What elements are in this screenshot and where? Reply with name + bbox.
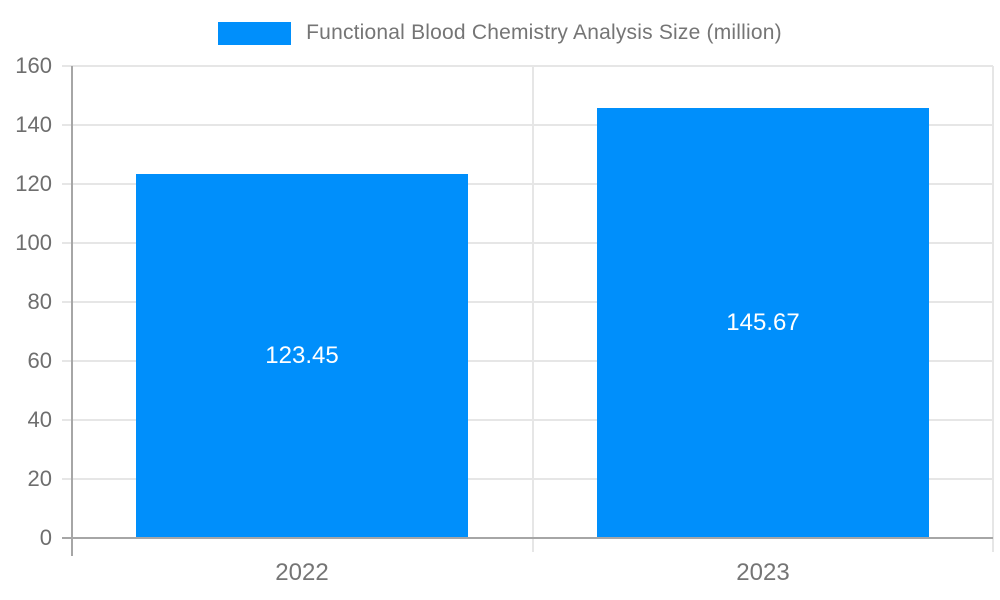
legend-swatch[interactable] xyxy=(218,21,292,45)
bar-2022[interactable] xyxy=(136,174,468,538)
gridline xyxy=(62,478,993,480)
y-axis-line xyxy=(71,66,73,556)
gridline xyxy=(62,360,993,362)
y-axis-tick-label: 60 xyxy=(27,348,52,373)
category-boundary-line xyxy=(992,66,994,552)
y-axis-tick-label: 20 xyxy=(27,466,52,491)
x-axis-line xyxy=(62,537,993,539)
gridline xyxy=(62,419,993,421)
y-axis-tick-label: 0 xyxy=(39,525,52,550)
y-axis-tick-label: 120 xyxy=(15,171,52,196)
y-axis-tick-label: 100 xyxy=(15,230,52,255)
legend-label[interactable]: Functional Blood Chemistry Analysis Size… xyxy=(306,21,782,44)
y-axis-tick-label: 40 xyxy=(27,407,52,432)
y-axis-tick-label: 140 xyxy=(15,112,52,137)
gridline xyxy=(62,183,993,185)
gridline xyxy=(62,242,993,244)
gridline xyxy=(62,124,993,126)
y-axis-tick-label: 160 xyxy=(15,53,52,78)
gridline xyxy=(62,301,993,303)
x-axis-tick-label: 2022 xyxy=(275,559,329,586)
bar-2023[interactable] xyxy=(597,108,929,538)
gridline xyxy=(62,65,993,67)
y-axis-tick-label: 80 xyxy=(27,289,52,314)
bar-value-label: 145.67 xyxy=(726,309,800,336)
category-boundary-line xyxy=(532,66,534,552)
x-axis-tick-label: 2023 xyxy=(736,559,790,586)
bar-value-label: 123.45 xyxy=(265,342,339,369)
chart-legend: Functional Blood Chemistry Analysis Size… xyxy=(0,14,1000,52)
